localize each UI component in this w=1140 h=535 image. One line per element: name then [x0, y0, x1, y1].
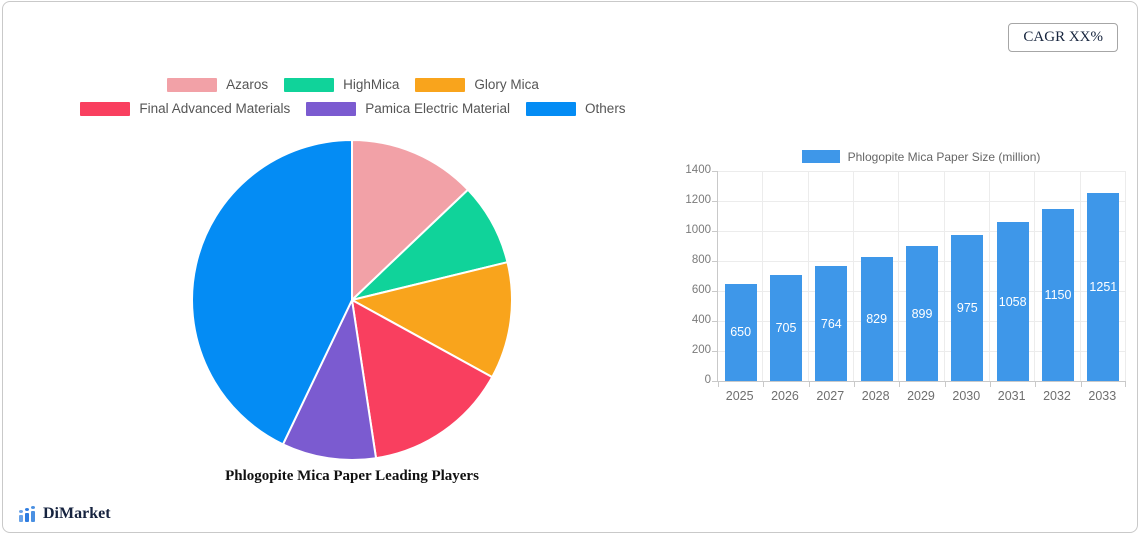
legend-item-final-advanced-materials[interactable]: Final Advanced Materials [80, 101, 290, 116]
x-tick-label: 2028 [861, 389, 890, 403]
legend-item-others[interactable]: Others [526, 101, 626, 116]
bar-value-label: 705 [775, 321, 797, 336]
x-tick-label: 2027 [816, 389, 845, 403]
y-tick-label: 400 [691, 314, 711, 326]
bar-value-label: 975 [956, 300, 978, 315]
brand-logo: DiMarket [19, 506, 111, 524]
bar-2027[interactable]: 764 [815, 266, 848, 381]
bar-plot-area: 650 705 764 829 899 975 1058 1150 1251 [712, 171, 1126, 387]
y-tick-label: 1000 [685, 224, 711, 236]
legend-item-glory-mica[interactable]: Glory Mica [415, 77, 539, 92]
x-tick-label: 2025 [725, 389, 754, 403]
bar-2028[interactable]: 829 [860, 256, 893, 381]
pie-chart [191, 139, 513, 461]
legend-swatch [167, 77, 218, 92]
y-tick-label: 600 [691, 284, 711, 296]
pie-legend: Azaros HighMica Glory Mica Final Advanced M… [3, 77, 703, 125]
bar-chart-logo-icon [19, 506, 39, 524]
pie-legend-row: Azaros HighMica Glory Mica [3, 77, 703, 92]
legend-item-pamica-electric-material[interactable]: Pamica Electric Material [306, 101, 510, 116]
x-tick-label: 2029 [907, 389, 935, 403]
y-tick-label: 200 [691, 344, 711, 356]
legend-swatch [80, 101, 131, 116]
x-tick-label: 2026 [771, 389, 799, 403]
bar-value-label: 1058 [998, 294, 1027, 309]
pie-legend-row: Final Advanced Materials Pamica Electric … [3, 101, 703, 116]
bar-value-label: 764 [820, 316, 842, 331]
legend-swatch [306, 101, 357, 116]
x-tick-label: 2032 [1043, 389, 1071, 403]
bar-2029[interactable]: 899 [906, 246, 938, 381]
pie-slice-glory-mica[interactable] [351, 261, 513, 379]
bar-legend-label: Phlogopite Mica Paper Size (million) [847, 149, 1041, 164]
bar-value-label: 650 [730, 325, 752, 340]
y-tick-label: 1200 [685, 194, 711, 206]
bar-2033[interactable]: 1251 [1087, 193, 1120, 381]
legend-label: Glory Mica [474, 77, 539, 92]
pie-chart-title: Phlogopite Mica Paper Leading Players [225, 468, 479, 484]
bar-y-axis: 0 200 400 600 800 1000 1200 1400 [657, 164, 711, 386]
bar-2030[interactable]: 975 [951, 234, 984, 381]
legend-label: Pamica Electric Material [365, 101, 511, 116]
legend-item-azaros[interactable]: Azaros [167, 77, 268, 92]
pie-slice-others[interactable] [191, 139, 353, 446]
bar-value-label: 1251 [1089, 280, 1118, 295]
legend-swatch [415, 77, 466, 92]
legend-label: HighMica [343, 77, 400, 92]
legend-label: Azaros [226, 77, 269, 92]
legend-item-highmica[interactable]: HighMica [284, 77, 399, 92]
bar-chart: Phlogopite Mica Paper Size (million) 0 20… [657, 148, 1140, 418]
pie-slice-pamica-electric-material[interactable] [281, 299, 378, 461]
x-tick-label: 2030 [952, 389, 981, 403]
bar-2025[interactable]: 650 [724, 283, 757, 381]
bar-value-label: 1150 [1044, 287, 1072, 302]
y-tick-label: 800 [691, 254, 711, 266]
legend-label: Final Advanced Materials [139, 101, 291, 116]
bar-value-label: 899 [911, 306, 933, 321]
x-tick-label: 2031 [997, 389, 1026, 403]
pie-slice-azaros[interactable] [351, 139, 469, 301]
legend-label: Others [585, 101, 626, 116]
cagr-button[interactable]: CAGR XX% [1008, 23, 1118, 52]
legend-swatch [284, 77, 335, 92]
y-tick-label: 0 [704, 374, 711, 386]
bar-legend[interactable]: Phlogopite Mica Paper Size (million) [717, 148, 1125, 166]
bar-x-axis: 2025 2026 2027 2028 2029 2030 2031 2032 2033 [717, 389, 1125, 405]
pie-slice-final-advanced-materials[interactable] [351, 299, 494, 460]
legend-swatch [526, 101, 577, 116]
bar-2026[interactable]: 705 [770, 275, 802, 381]
bar-value-label: 829 [866, 311, 888, 326]
y-tick-label: 1400 [685, 164, 711, 176]
x-tick-label: 2033 [1088, 389, 1117, 403]
brand-name: DiMarket [43, 505, 111, 522]
bar-legend-swatch [801, 150, 840, 164]
bar-2031[interactable]: 1058 [996, 222, 1029, 381]
bar-2032[interactable]: 1150 [1042, 208, 1074, 381]
